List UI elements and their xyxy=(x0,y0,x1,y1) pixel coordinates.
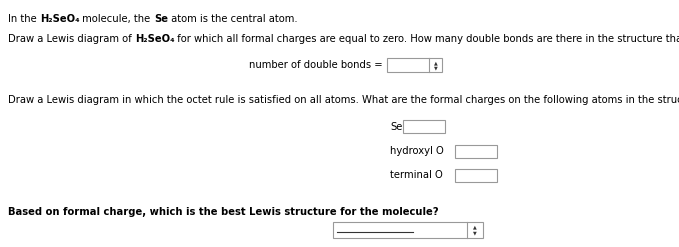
Text: In the: In the xyxy=(8,14,40,24)
Text: Se: Se xyxy=(390,122,403,132)
Text: Draw a Lewis diagram in which the octet rule is satisfied on all atoms. What are: Draw a Lewis diagram in which the octet … xyxy=(8,95,679,105)
Text: ▲: ▲ xyxy=(473,225,477,230)
Text: ▼: ▼ xyxy=(473,230,477,235)
Text: H₂SeO₄: H₂SeO₄ xyxy=(135,34,175,44)
Text: ▲: ▲ xyxy=(434,60,437,65)
Text: terminal O: terminal O xyxy=(390,170,443,180)
Text: for which all formal charges are equal to zero. How many double bonds are there : for which all formal charges are equal t… xyxy=(175,34,679,44)
Text: H₂SeO₄: H₂SeO₄ xyxy=(40,14,79,24)
Text: Draw a Lewis diagram of: Draw a Lewis diagram of xyxy=(8,34,135,44)
Bar xyxy=(333,222,483,238)
Bar xyxy=(455,168,497,182)
Bar xyxy=(455,144,497,158)
Text: number of double bonds =: number of double bonds = xyxy=(249,60,383,70)
Text: Se: Se xyxy=(154,14,168,24)
Text: hydroxyl O: hydroxyl O xyxy=(390,146,444,156)
Bar xyxy=(403,121,445,133)
Text: molecule, the: molecule, the xyxy=(79,14,154,24)
Text: Based on formal charge, which is the best Lewis structure for the molecule?: Based on formal charge, which is the bes… xyxy=(8,207,439,217)
Text: ▼: ▼ xyxy=(434,65,437,70)
Text: atom is the central atom.: atom is the central atom. xyxy=(168,14,297,24)
Bar xyxy=(387,58,442,72)
